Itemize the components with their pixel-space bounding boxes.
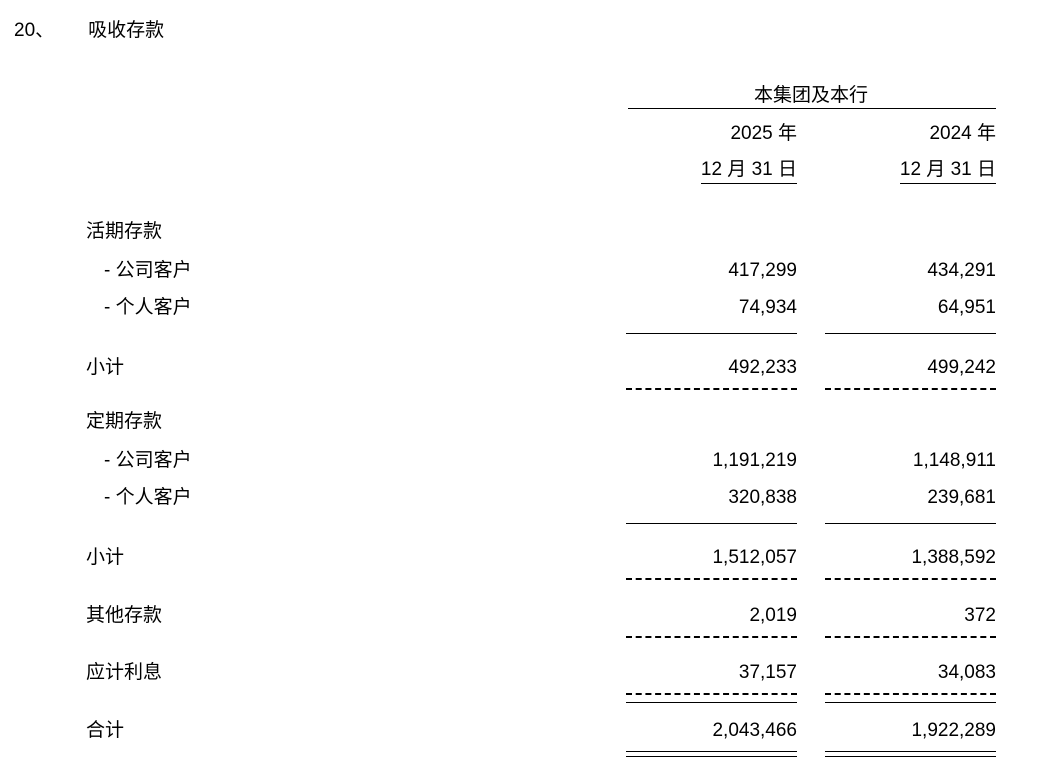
note-title: 20、 吸收存款 — [14, 18, 164, 44]
group-header-rule — [628, 108, 996, 109]
row-value-col1: 492,233 — [728, 357, 797, 378]
column-2-date-text: 12 月 31 日 — [899, 158, 996, 184]
section-heading-row: 定期存款 — [0, 410, 1052, 434]
row-label: - 公司客户 — [104, 450, 192, 471]
subtotal-rule-col1 — [626, 333, 797, 334]
column-2-year: 2024 年 — [929, 123, 996, 144]
row-value-col2: 1,148,911 — [912, 450, 996, 471]
row-value-col2: 1,922,289 — [911, 720, 996, 741]
note-number: 20、 — [14, 20, 55, 41]
accrued-interest-row: 应计利息 37,157 34,083 — [0, 661, 1052, 685]
accrued-interest-dashed-rule-col2 — [825, 693, 996, 695]
column-group-header: 本集团及本行 — [753, 85, 868, 106]
row-value-col1: 74,934 — [738, 297, 797, 318]
column-1-year: 2025 年 — [730, 123, 797, 144]
other-deposits-row: 其他存款 2,019 372 — [0, 604, 1052, 628]
row-value-col1: 2,043,466 — [712, 720, 797, 741]
row-value-col1: 320,838 — [728, 487, 797, 508]
table-row: - 个人客户 74,934 64,951 — [0, 296, 1052, 320]
subtotal-row: 小计 1,512,057 1,388,592 — [0, 546, 1052, 570]
row-label: 合计 — [86, 720, 125, 741]
section-heading-row: 活期存款 — [0, 220, 1052, 244]
row-value-col1: 1,191,219 — [712, 450, 797, 471]
row-value-col2: 434,291 — [927, 260, 996, 281]
subtotal-rule-col1 — [626, 523, 797, 524]
column-1-date-text: 12 月 31 日 — [700, 158, 797, 184]
table-row: - 个人客户 320,838 239,681 — [0, 486, 1052, 510]
total-double-rule-col1 — [626, 751, 797, 757]
table-row: - 公司客户 1,191,219 1,148,911 — [0, 449, 1052, 473]
row-value-col1: 37,157 — [738, 662, 797, 683]
total-row: 合计 2,043,466 1,922,289 — [0, 719, 1052, 743]
row-label: 小计 — [86, 357, 125, 378]
subtotal-row: 小计 492,233 499,242 — [0, 356, 1052, 380]
subtotal-dashed-rule-col2 — [825, 578, 996, 580]
subtotal-dashed-rule-col1 — [626, 388, 797, 390]
row-value-col2: 372 — [964, 605, 996, 626]
subtotal-rule-col2 — [825, 523, 996, 524]
total-rule-col2 — [825, 702, 996, 703]
table-row: - 公司客户 417,299 434,291 — [0, 259, 1052, 283]
section-heading: 定期存款 — [86, 411, 163, 432]
column-1-date: 12 月 31 日 — [597, 158, 797, 184]
total-double-rule-col2 — [825, 751, 996, 757]
row-value-col1: 2,019 — [749, 605, 797, 626]
row-value-col1: 417,299 — [728, 260, 797, 281]
row-label: - 个人客户 — [104, 487, 192, 508]
row-value-col2: 1,388,592 — [911, 547, 996, 568]
column-2-date: 12 月 31 日 — [796, 158, 996, 184]
row-value-col1: 1,512,057 — [712, 547, 797, 568]
total-rule-col1 — [626, 702, 797, 703]
row-label: 其他存款 — [86, 605, 163, 626]
row-value-col2: 64,951 — [937, 297, 996, 318]
other-deposits-dashed-rule-col1 — [626, 636, 797, 638]
row-label: 小计 — [86, 547, 125, 568]
subtotal-rule-col2 — [825, 333, 996, 334]
row-label: 应计利息 — [86, 662, 163, 683]
row-value-col2: 239,681 — [927, 487, 996, 508]
row-label: - 公司客户 — [104, 260, 192, 281]
section-heading: 活期存款 — [86, 221, 163, 242]
row-value-col2: 34,083 — [937, 662, 996, 683]
subtotal-dashed-rule-col1 — [626, 578, 797, 580]
row-label: - 个人客户 — [104, 297, 192, 318]
row-value-col2: 499,242 — [927, 357, 996, 378]
note-heading: 吸收存款 — [88, 20, 165, 41]
accrued-interest-dashed-rule-col1 — [626, 693, 797, 695]
subtotal-dashed-rule-col2 — [825, 388, 996, 390]
other-deposits-dashed-rule-col2 — [825, 636, 996, 638]
